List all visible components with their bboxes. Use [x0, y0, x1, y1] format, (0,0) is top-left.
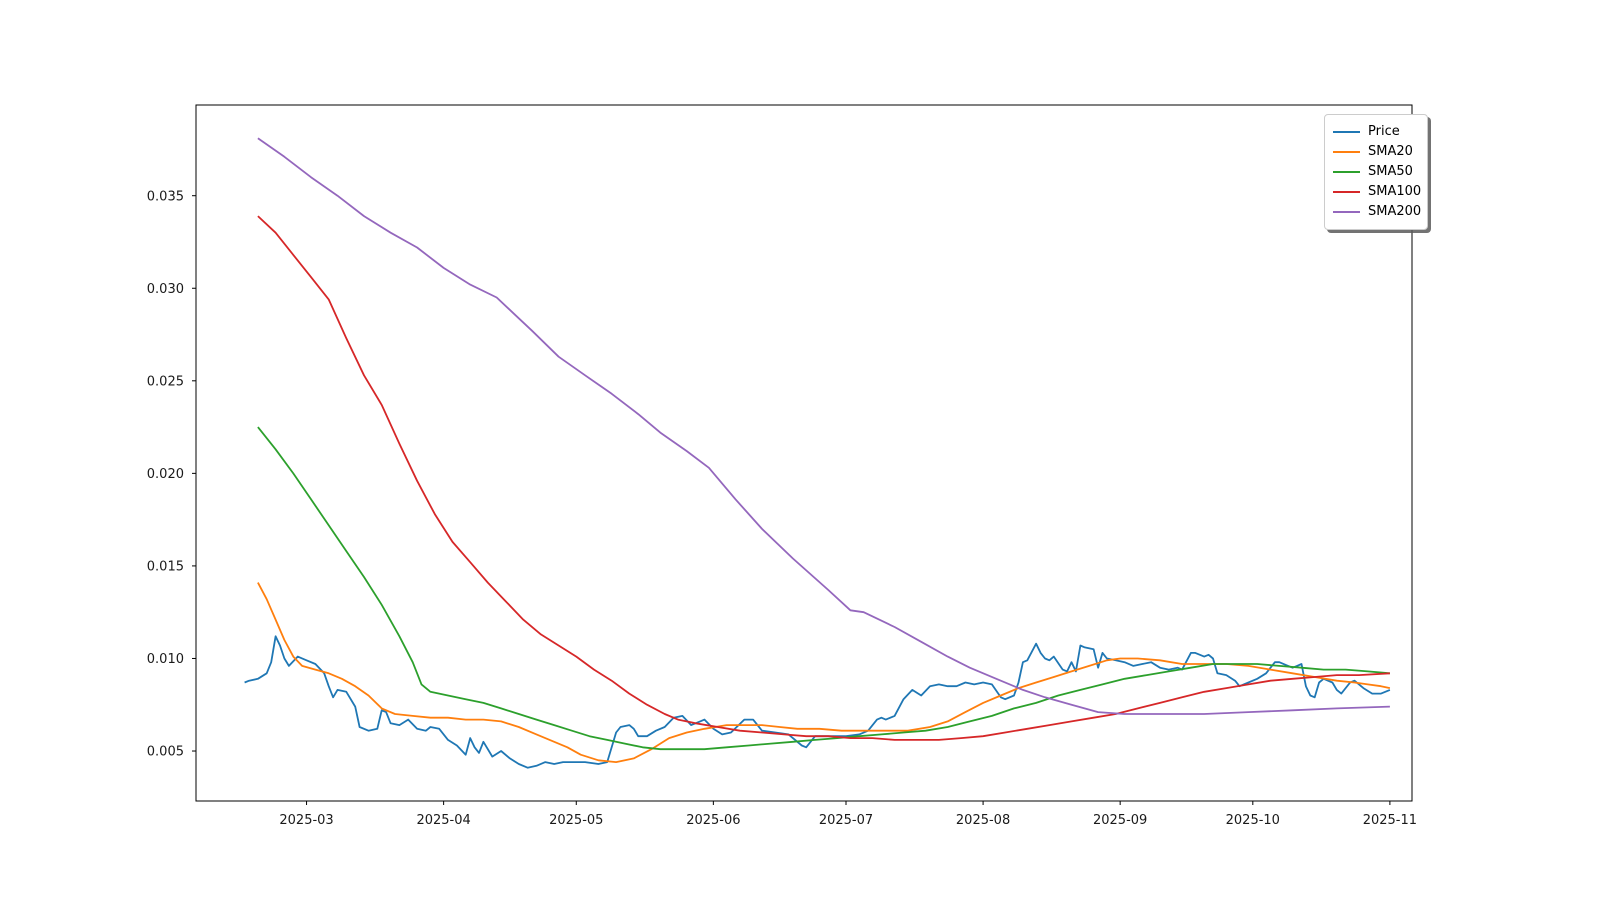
y-tick-label: 0.035	[147, 189, 184, 204]
legend-label-price: Price	[1368, 124, 1400, 139]
y-tick-label: 0.010	[147, 652, 184, 667]
x-tick-label: 2025-04	[416, 813, 470, 828]
y-tick-label: 0.030	[147, 282, 184, 297]
y-tick-label: 0.025	[147, 374, 184, 389]
legend-label-sma200: SMA200	[1368, 204, 1422, 219]
price-line-swatch-icon	[1333, 131, 1360, 133]
legend-label-sma100: SMA100	[1368, 184, 1422, 199]
x-axis: 2025-03 2025-04 2025-05 2025-06 2025-07 2025-…	[279, 801, 1417, 828]
x-tick-label: 2025-10	[1226, 813, 1280, 828]
plot-border	[195, 104, 1413, 802]
y-tick-label: 0.020	[147, 467, 184, 482]
x-tick-label: 2025-08	[956, 813, 1010, 828]
legend: Price SMA20 SMA50 SMA100 SMA200	[1324, 114, 1428, 230]
legend-label-sma20: SMA20	[1368, 144, 1413, 159]
sma20-line-swatch-icon	[1333, 151, 1360, 153]
legend-item-sma50: SMA50	[1333, 162, 1419, 182]
series-line-price	[244, 635, 1391, 769]
sma100-line-swatch-icon	[1333, 191, 1360, 193]
series-line-sma200	[257, 137, 1390, 715]
legend-item-sma20: SMA20	[1333, 142, 1419, 162]
legend-label-sma50: SMA50	[1368, 164, 1413, 179]
x-tick-label: 2025-06	[686, 813, 740, 828]
sma200-line-swatch-icon	[1333, 211, 1360, 213]
x-tick-label: 2025-11	[1363, 813, 1417, 828]
sma50-line-swatch-icon	[1333, 171, 1360, 173]
x-tick-label: 2025-09	[1093, 813, 1147, 828]
y-tick-label: 0.005	[147, 745, 184, 760]
x-tick-label: 2025-03	[279, 813, 333, 828]
series-line-sma50	[257, 426, 1390, 751]
x-tick-label: 2025-05	[549, 813, 603, 828]
legend-item-price: Price	[1333, 122, 1419, 142]
legend-item-sma200: SMA200	[1333, 202, 1422, 222]
x-tick-label: 2025-07	[819, 813, 873, 828]
series-line-sma100	[257, 215, 1390, 741]
y-axis: 0.005 0.010 0.015 0.020 0.025 0.030 0.035	[147, 189, 196, 760]
series-line-sma20	[257, 582, 1391, 763]
y-tick-label: 0.015	[147, 559, 184, 574]
legend-item-sma100: SMA100	[1333, 182, 1422, 202]
